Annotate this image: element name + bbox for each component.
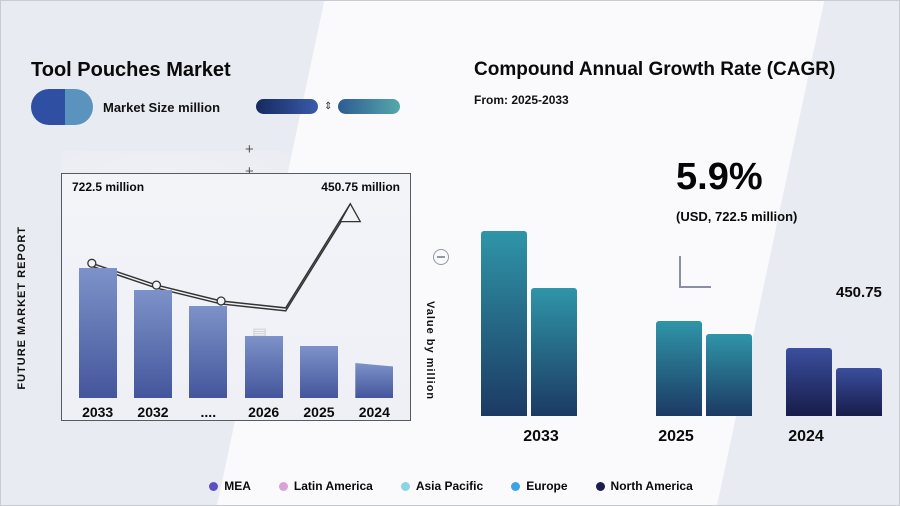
- cagr-value-text: 5.9%: [676, 156, 763, 199]
- legend-item-asia-pacific[interactable]: Asia Pacific: [401, 479, 483, 493]
- bar-2024[interactable]: [355, 363, 393, 398]
- legend-item-latin-america[interactable]: Latin America: [279, 479, 373, 493]
- bar-group-2025[interactable]: [656, 321, 752, 416]
- europe-dot-icon: [511, 482, 520, 491]
- bottom-legend: MEA Latin America Asia Pacific Europe No…: [1, 479, 900, 493]
- year-label-2033: 2033: [481, 428, 601, 446]
- bar-2033[interactable]: [79, 268, 117, 398]
- left-bar-line-chart: 722.5 million 450.75 million ▤ ⇥ 2033: [61, 173, 411, 421]
- bar-2032[interactable]: [134, 290, 172, 398]
- year-label-2025: 2025: [616, 428, 736, 446]
- market-size-label: Market Size million: [103, 100, 220, 115]
- value-450-right-label: 450.75: [836, 284, 882, 301]
- bar-2033-series2[interactable]: [531, 288, 577, 416]
- plus-icon[interactable]: +: [245, 141, 254, 158]
- value-450-label: 450.75 million: [321, 180, 400, 194]
- legend-item-europe[interactable]: Europe: [511, 479, 567, 493]
- latin-america-dot-icon: [279, 482, 288, 491]
- year-label-2024: 2024: [746, 428, 866, 446]
- right-bars-chart: 2033 2025 2024 450.75: [481, 156, 881, 456]
- bar-column-dots[interactable]: ....: [183, 306, 233, 420]
- toggle-pill-icon[interactable]: ⇕: [256, 99, 400, 114]
- bar-group-2033[interactable]: [481, 231, 577, 416]
- bar-column-2032[interactable]: 2032: [128, 290, 178, 420]
- asia-pacific-dot-icon: [401, 482, 410, 491]
- bar-column-2026[interactable]: 2026: [239, 336, 289, 420]
- mea-dot-icon: [209, 482, 218, 491]
- north-america-dot-icon: [596, 482, 605, 491]
- left-chart-title: Tool Pouches Market: [31, 59, 231, 82]
- left-bars-row: 2033 2032 .... 2026 2025: [62, 210, 410, 420]
- bar-2024-series1[interactable]: [786, 348, 832, 416]
- bar-group-2024[interactable]: [786, 348, 882, 416]
- left-panel: Tool Pouches Market Market Size million …: [1, 1, 451, 506]
- legend-item-north-america[interactable]: North America: [596, 479, 693, 493]
- bar-2025-series2[interactable]: [706, 334, 752, 416]
- bar-column-2024[interactable]: 2024: [349, 363, 399, 420]
- left-axis-label: FUTURE MARKET REPORT: [16, 226, 28, 390]
- bar-2026[interactable]: [245, 336, 283, 398]
- bar-2024-series2[interactable]: [836, 368, 882, 416]
- bar-2025[interactable]: [300, 346, 338, 398]
- right-panel: Compound Annual Growth Rate (CAGR) From:…: [451, 1, 900, 506]
- right-chart-title: Compound Annual Growth Rate (CAGR): [474, 59, 835, 81]
- capsule-icon: [31, 89, 93, 125]
- minus-circle-icon[interactable]: [433, 249, 449, 265]
- bar-column-2025[interactable]: 2025: [294, 346, 344, 420]
- slide-frame: Tool Pouches Market Market Size million …: [0, 0, 900, 506]
- bar-dots[interactable]: [189, 306, 227, 398]
- market-size-legend: Market Size million: [31, 89, 220, 125]
- right-chart-subtitle: From: 2025-2033: [474, 93, 569, 107]
- bar-2025-series1[interactable]: [656, 321, 702, 416]
- value-722-label: 722.5 million: [72, 180, 144, 194]
- right-axis-label-of-left-chart: Value by million: [424, 301, 436, 400]
- corner-bracket-icon: [679, 256, 711, 288]
- bar-2033-series1[interactable]: [481, 231, 527, 416]
- legend-item-mea[interactable]: MEA: [209, 479, 251, 493]
- bar-column-2033[interactable]: 2033: [73, 268, 123, 420]
- cagr-note-text: (USD, 722.5 million): [676, 209, 797, 224]
